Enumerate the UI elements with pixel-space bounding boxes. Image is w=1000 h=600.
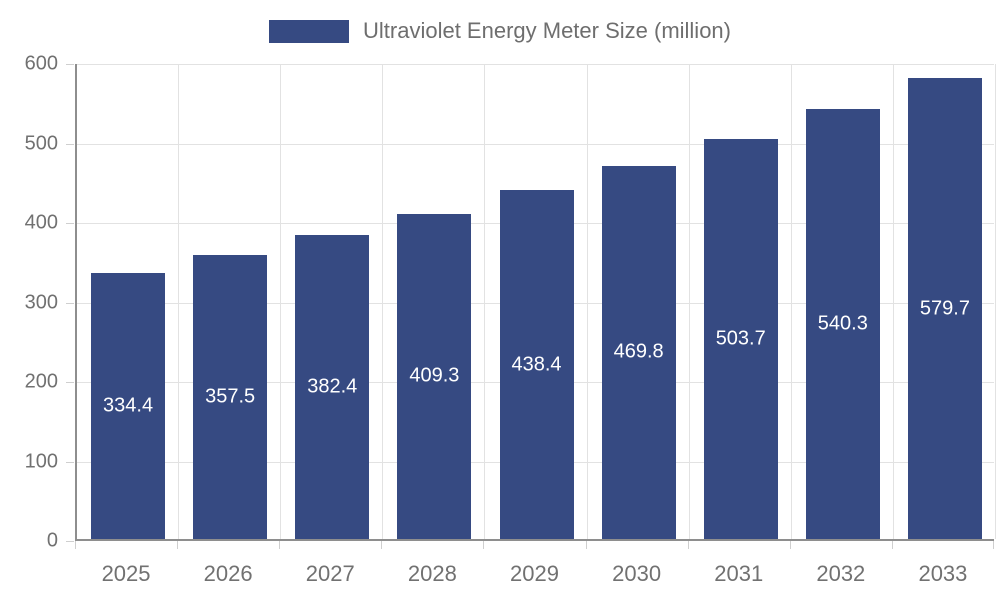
y-axis-tick <box>66 541 74 542</box>
bar-2028: 409.3 <box>397 213 472 539</box>
x-axis-tick <box>789 541 791 549</box>
y-axis-tick-label: 400 <box>24 211 58 234</box>
bar-2032: 540.3 <box>805 109 880 539</box>
gridline-horizontal <box>77 64 994 65</box>
gridline-vertical <box>688 64 690 539</box>
gridline-vertical <box>178 64 180 539</box>
x-axis-tick <box>381 541 383 549</box>
x-axis-tick <box>585 541 587 549</box>
legend-swatch <box>269 19 349 43</box>
x-axis-tick <box>687 541 689 549</box>
y-axis-tick <box>66 302 74 304</box>
y-axis-tick-label: 500 <box>24 132 58 154</box>
gridline-vertical <box>484 64 486 539</box>
gridline-vertical <box>586 64 588 539</box>
bar-2030: 469.8 <box>601 165 676 539</box>
gridline-vertical <box>790 64 792 539</box>
y-axis-tick-label: 300 <box>24 291 58 313</box>
gridline-horizontal <box>77 143 994 145</box>
bar-2025: 334.4 <box>91 273 166 539</box>
bar-value-label: 438.4 <box>511 353 562 376</box>
x-axis-tick-label: 2031 <box>714 561 764 586</box>
gridline-vertical <box>892 64 894 539</box>
x-axis-tick-label: 2025 <box>101 561 151 586</box>
bar-value-label: 409.3 <box>409 364 460 387</box>
x-axis-tick-label: 2033 <box>918 561 968 586</box>
y-axis-tick-label: 0 <box>46 529 58 552</box>
y-axis-tick <box>66 143 74 145</box>
bar-2029: 438.4 <box>499 190 574 539</box>
bar-value-label: 540.3 <box>817 312 868 335</box>
gridline-vertical <box>995 64 996 539</box>
y-axis-tick <box>66 382 74 383</box>
x-axis-tick-label: 2029 <box>510 561 559 586</box>
y-axis-tick <box>66 223 74 224</box>
legend: Ultraviolet Energy Meter Size (million) <box>0 18 1000 44</box>
legend-label: Ultraviolet Energy Meter Size (million) <box>363 18 731 43</box>
x-axis-tick <box>75 541 76 549</box>
bar-value-label: 469.8 <box>613 340 664 363</box>
bar-2031: 503.7 <box>703 138 778 539</box>
bar-2033: 579.7 <box>907 78 982 539</box>
x-axis-tick <box>177 541 179 549</box>
bar-value-label: 334.4 <box>103 394 154 417</box>
bar-value-label: 357.5 <box>205 385 256 408</box>
y-axis-tick <box>66 64 74 65</box>
y-axis-tick-label: 200 <box>24 370 58 393</box>
plot-area: 334.4 357.5 382.4 409.3 438.4 469.8 503.7 540.3… <box>75 64 996 541</box>
x-axis-tick <box>279 541 281 549</box>
y-axis-tick-label: 100 <box>24 450 58 472</box>
x-axis-tick-label: 2027 <box>305 561 355 586</box>
bar-2026: 357.5 <box>193 254 268 539</box>
bar-value-label: 579.7 <box>919 297 970 320</box>
x-axis-tick-label: 2030 <box>612 561 662 586</box>
gridline-vertical <box>382 64 384 539</box>
y-axis-tick-label: 600 <box>24 52 58 75</box>
y-axis-tick <box>66 461 74 463</box>
x-axis-tick-label: 2028 <box>407 561 457 586</box>
bar-value-label: 503.7 <box>715 327 766 350</box>
gridline-vertical <box>280 64 282 539</box>
bar-value-label: 382.4 <box>307 375 358 398</box>
x-axis-tick-label: 2032 <box>816 561 866 586</box>
x-axis-tick-label: 2026 <box>203 561 253 586</box>
x-axis-tick <box>891 541 893 549</box>
x-axis-tick <box>483 541 485 549</box>
x-axis-tick <box>993 541 994 549</box>
bar-2027: 382.4 <box>295 235 370 539</box>
